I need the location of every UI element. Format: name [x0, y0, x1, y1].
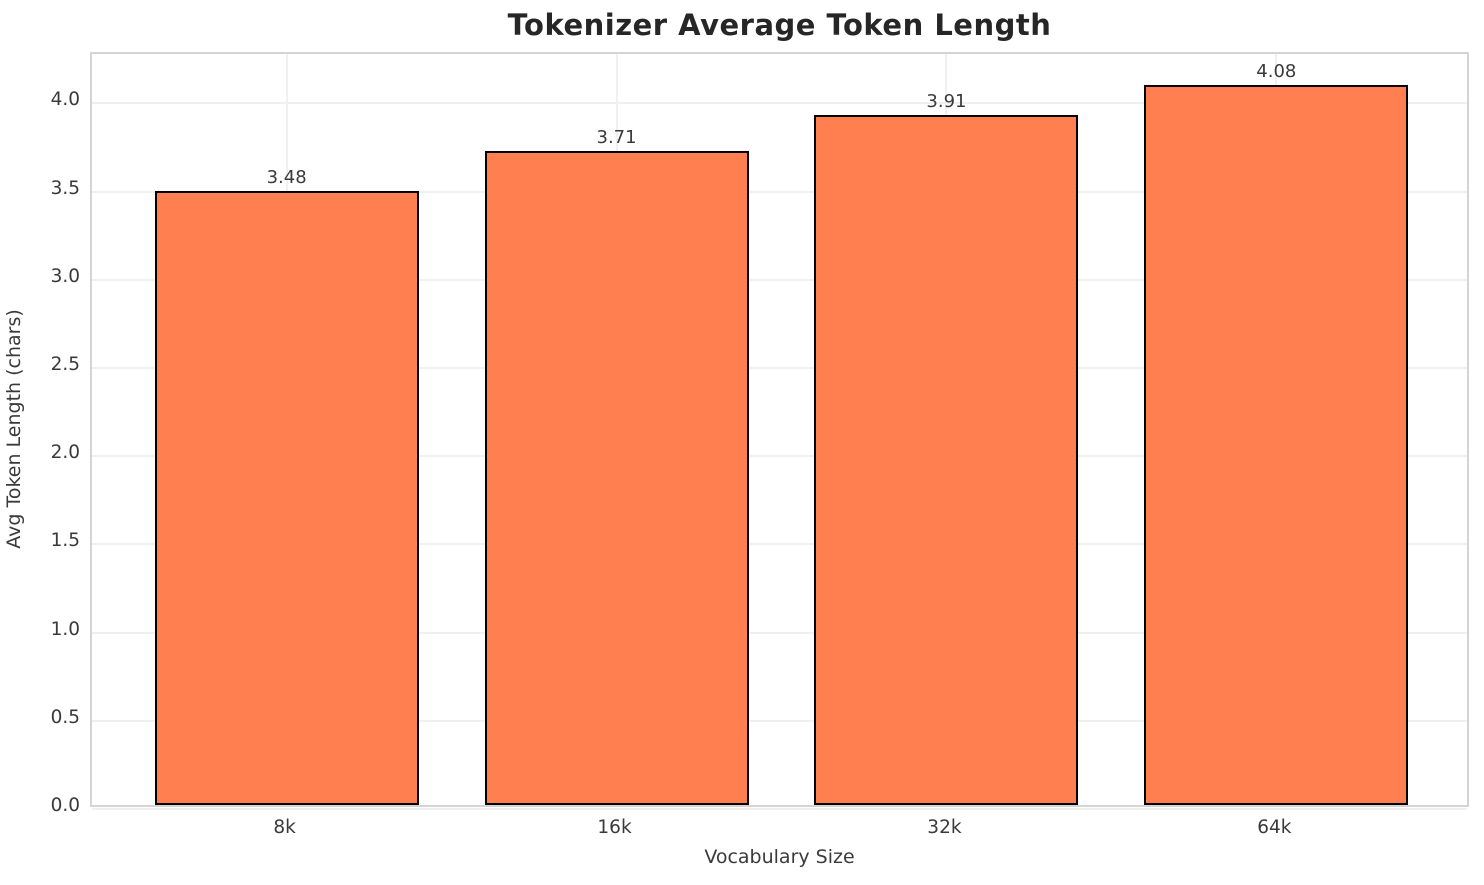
- bar-32k: [814, 115, 1079, 805]
- bar-value-label: 3.71: [596, 126, 637, 148]
- chart-title: Tokenizer Average Token Length: [507, 8, 1052, 42]
- y-tick-label: 0.0: [50, 795, 80, 816]
- gridline-horizontal: [92, 808, 1467, 810]
- y-tick-label: 4.0: [50, 89, 80, 111]
- x-tick-label: 16k: [597, 817, 632, 838]
- gridline-horizontal: [92, 366, 1467, 369]
- y-tick-label: 0.5: [50, 706, 80, 728]
- x-axis-label: Vocabulary Size: [704, 846, 855, 868]
- x-tick-label: 32k: [927, 817, 962, 838]
- bar-8k: [154, 191, 419, 805]
- y-tick-label: 2.0: [50, 442, 80, 464]
- y-tick-label: 3.5: [50, 177, 80, 199]
- y-tick-label: 1.0: [50, 618, 80, 640]
- x-tick-label: 8k: [273, 817, 296, 838]
- y-tick-label: 3.0: [50, 265, 80, 287]
- gridline-horizontal: [92, 278, 1467, 281]
- gridline-horizontal: [92, 455, 1467, 458]
- gridline-horizontal: [92, 190, 1467, 193]
- y-tick-label: 2.5: [50, 353, 80, 375]
- gridline-horizontal: [92, 631, 1467, 634]
- y-axis-label-text: Avg Token Length (chars): [3, 309, 25, 549]
- gridline-horizontal: [92, 719, 1467, 722]
- bar-64k: [1144, 85, 1409, 805]
- gridline-horizontal: [92, 102, 1467, 105]
- bar-16k: [484, 150, 749, 805]
- x-tick-label: 64k: [1257, 817, 1292, 838]
- bar-value-label: 4.08: [1256, 61, 1297, 83]
- y-tick-label: 1.5: [50, 530, 80, 552]
- bar-value-label: 3.91: [926, 91, 967, 113]
- gridline-horizontal: [92, 543, 1467, 546]
- plot-area: 3.48 3.71 3.91 4.08: [90, 52, 1469, 810]
- bar-value-label: 3.48: [266, 167, 307, 189]
